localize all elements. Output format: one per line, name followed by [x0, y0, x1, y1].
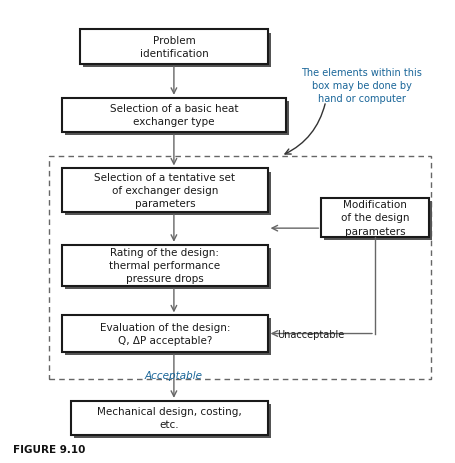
Bar: [66, 248, 271, 289]
Text: Problem
identification: Problem identification: [140, 36, 208, 59]
Bar: [62, 316, 268, 352]
Bar: [66, 319, 271, 355]
Bar: [62, 99, 286, 132]
Bar: [62, 245, 268, 286]
Bar: [66, 172, 271, 215]
Text: Acceptable: Acceptable: [145, 370, 203, 380]
Text: Unacceptable: Unacceptable: [277, 329, 344, 339]
Bar: [74, 404, 271, 438]
Bar: [62, 169, 268, 212]
Text: Selection of a basic heat
exchanger type: Selection of a basic heat exchanger type: [110, 104, 238, 127]
Text: Modification
of the design
parameters: Modification of the design parameters: [341, 200, 409, 236]
Bar: [66, 102, 288, 136]
Bar: [71, 401, 268, 435]
Text: Mechanical design, costing,
etc.: Mechanical design, costing, etc.: [97, 407, 242, 430]
Bar: [83, 33, 271, 68]
Text: Rating of the design:
thermal performance
pressure drops: Rating of the design: thermal performanc…: [109, 247, 221, 284]
Bar: [321, 199, 429, 237]
Text: FIGURE 9.10: FIGURE 9.10: [13, 444, 86, 454]
Bar: [49, 156, 431, 379]
Text: The elements within this
box may be done by
hand or computer: The elements within this box may be done…: [301, 68, 422, 104]
Text: Selection of a tentative set
of exchanger design
parameters: Selection of a tentative set of exchange…: [95, 172, 236, 209]
Text: Evaluation of the design:
Q, ΔP acceptable?: Evaluation of the design: Q, ΔP acceptab…: [100, 322, 230, 345]
Bar: [324, 202, 432, 240]
Bar: [80, 30, 268, 64]
